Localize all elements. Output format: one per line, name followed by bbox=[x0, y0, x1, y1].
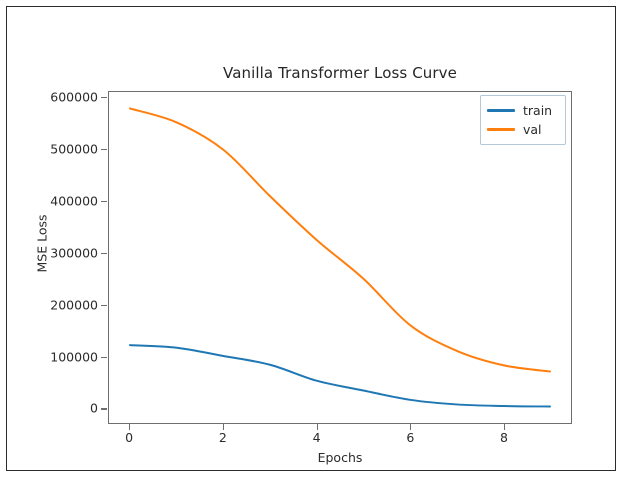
x-tick-label: 8 bbox=[500, 430, 508, 445]
x-tick-mark bbox=[316, 424, 318, 430]
x-tick-label: 4 bbox=[312, 430, 321, 445]
series-canvas bbox=[129, 107, 551, 408]
legend[interactable]: train val bbox=[480, 95, 566, 145]
x-tick-mark bbox=[222, 424, 224, 430]
x-tick-mark bbox=[129, 424, 131, 430]
y-tick-label: 200000 bbox=[50, 297, 98, 313]
y-tick-mark bbox=[101, 97, 107, 99]
plot-area bbox=[108, 91, 572, 424]
series-line-val bbox=[129, 107, 551, 373]
y-tick-mark bbox=[101, 356, 107, 358]
y-tick-mark bbox=[101, 252, 107, 254]
y-tick-mark bbox=[101, 201, 107, 203]
y-tick-mark bbox=[101, 304, 107, 306]
legend-item-val: val bbox=[487, 120, 559, 139]
x-tick-label: 0 bbox=[125, 430, 134, 445]
y-axis-label: MSE Loss bbox=[34, 214, 50, 273]
x-tick-label: 2 bbox=[218, 430, 227, 445]
y-tick-mark bbox=[101, 408, 107, 410]
legend-label-val: val bbox=[523, 122, 542, 137]
y-tick-label: 600000 bbox=[50, 89, 98, 105]
x-tick-mark bbox=[410, 424, 412, 430]
y-tick-mark bbox=[101, 149, 107, 151]
y-tick-label: 500000 bbox=[50, 141, 98, 157]
y-tick-label: 400000 bbox=[50, 193, 98, 209]
legend-swatch-train bbox=[487, 109, 515, 112]
x-tick-mark bbox=[504, 424, 506, 430]
series-line-train bbox=[129, 344, 551, 408]
y-tick-label: 0 bbox=[90, 400, 98, 416]
y-tick-label: 300000 bbox=[50, 245, 98, 261]
x-axis-label: Epochs bbox=[317, 450, 363, 465]
legend-label-train: train bbox=[523, 103, 553, 118]
legend-item-train: train bbox=[487, 101, 559, 120]
x-tick-label: 6 bbox=[406, 430, 415, 445]
chart-title: Vanilla Transformer Loss Curve bbox=[223, 64, 457, 82]
y-tick-label: 100000 bbox=[50, 349, 98, 365]
legend-swatch-val bbox=[487, 128, 515, 131]
